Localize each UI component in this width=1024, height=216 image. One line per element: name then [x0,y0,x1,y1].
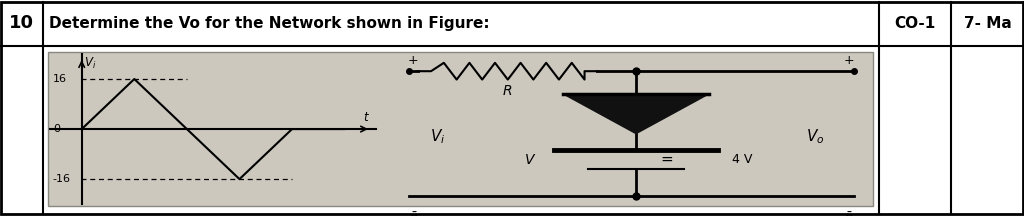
Text: =: = [660,152,673,167]
Text: $V_i$: $V_i$ [430,127,445,146]
Text: t: t [364,111,368,124]
Text: $\bar{0}$: $\bar{0}$ [844,211,854,216]
Text: CO-1: CO-1 [894,16,936,31]
Text: V: V [525,152,535,167]
Text: 16: 16 [53,74,67,84]
Text: 0: 0 [53,124,59,134]
Text: $V_i$: $V_i$ [84,56,96,71]
Text: Determine the Vo for the Network shown in Figure:: Determine the Vo for the Network shown i… [49,16,489,31]
Text: $\bar{0}$: $\bar{0}$ [409,211,419,216]
Polygon shape [563,94,709,134]
Bar [48,52,873,206]
Text: 7- Ma: 7- Ma [964,16,1012,31]
Text: $V_o$: $V_o$ [806,127,824,146]
Text: R: R [503,84,513,98]
Text: +: + [409,54,419,67]
Text: -16: -16 [53,174,71,184]
Text: 10: 10 [9,14,34,32]
Text: 4 V: 4 V [732,153,753,166]
Text: +: + [844,54,854,67]
